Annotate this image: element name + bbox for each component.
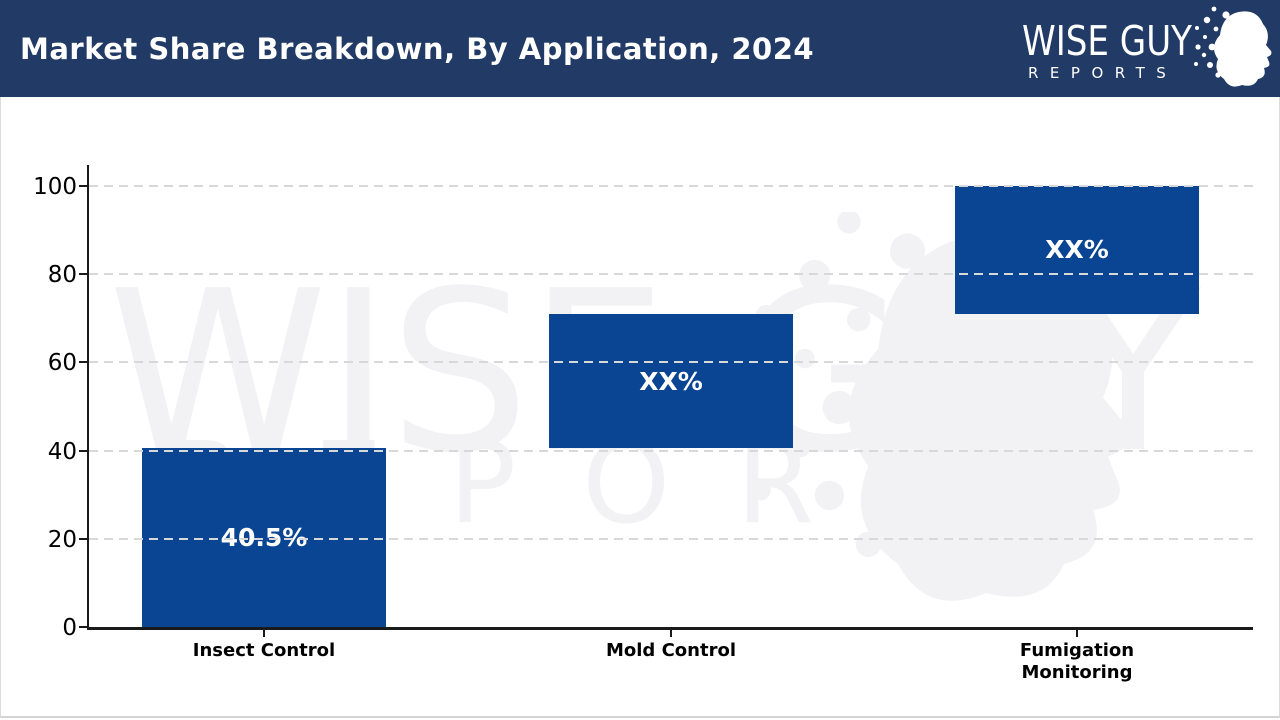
y-axis-tick-label: 80 — [47, 262, 77, 289]
header-bar: Market Share Breakdown, By Application, … — [0, 0, 1280, 97]
y-axis-tick — [79, 273, 87, 276]
y-axis-tick — [79, 185, 87, 187]
bar-fumigation-monitoring: XX% — [955, 186, 1199, 314]
x-axis-label-fumigation-monitoring: Fumigation Monitoring — [1019, 640, 1135, 683]
x-axis-label-insect-control: Insect Control — [192, 640, 336, 661]
logo-wordmark: WISE GUY — [1022, 17, 1193, 65]
y-axis-tick — [79, 361, 87, 364]
gridline — [89, 537, 1253, 540]
wise-guy-reports-logo: WISE GUY REPORTS — [1022, 6, 1272, 87]
x-axis-label-mold-control: Mold Control — [605, 640, 736, 661]
y-axis-tick-label: 40 — [47, 438, 77, 465]
plot-area: 40.5% XX% XX% 0 20 40 60 80 100 Insect Control Mol… — [0, 97, 1280, 720]
x-axis-line — [87, 627, 1253, 630]
bar-mold-control: XX% — [549, 313, 793, 449]
y-axis-tick — [79, 626, 87, 628]
gridline — [89, 361, 1253, 364]
bar-insect-control: 40.5% — [142, 448, 386, 627]
dotted-face-icon — [1194, 6, 1272, 87]
y-axis-tick — [79, 537, 87, 540]
bar-value-label: XX% — [639, 366, 703, 396]
gridline — [89, 449, 1253, 452]
chart-title: Market Share Breakdown, By Application, … — [20, 31, 815, 66]
y-axis-tick-label: 0 — [62, 615, 77, 641]
x-axis-tick — [1076, 629, 1078, 637]
y-axis-tick — [79, 449, 87, 452]
y-axis-tick-label: 20 — [47, 526, 77, 553]
y-axis-tick-label: 60 — [47, 350, 77, 377]
gridline — [89, 273, 1253, 276]
gridline — [89, 185, 1253, 187]
logo-subtext: REPORTS — [1028, 64, 1177, 82]
x-axis-tick — [670, 629, 672, 637]
bar-value-label: 40.5% — [220, 523, 308, 553]
x-axis-tick — [263, 629, 265, 637]
y-axis-line — [87, 165, 89, 627]
bar-value-label: XX% — [1045, 235, 1109, 265]
y-axis-tick-label: 100 — [33, 174, 77, 200]
